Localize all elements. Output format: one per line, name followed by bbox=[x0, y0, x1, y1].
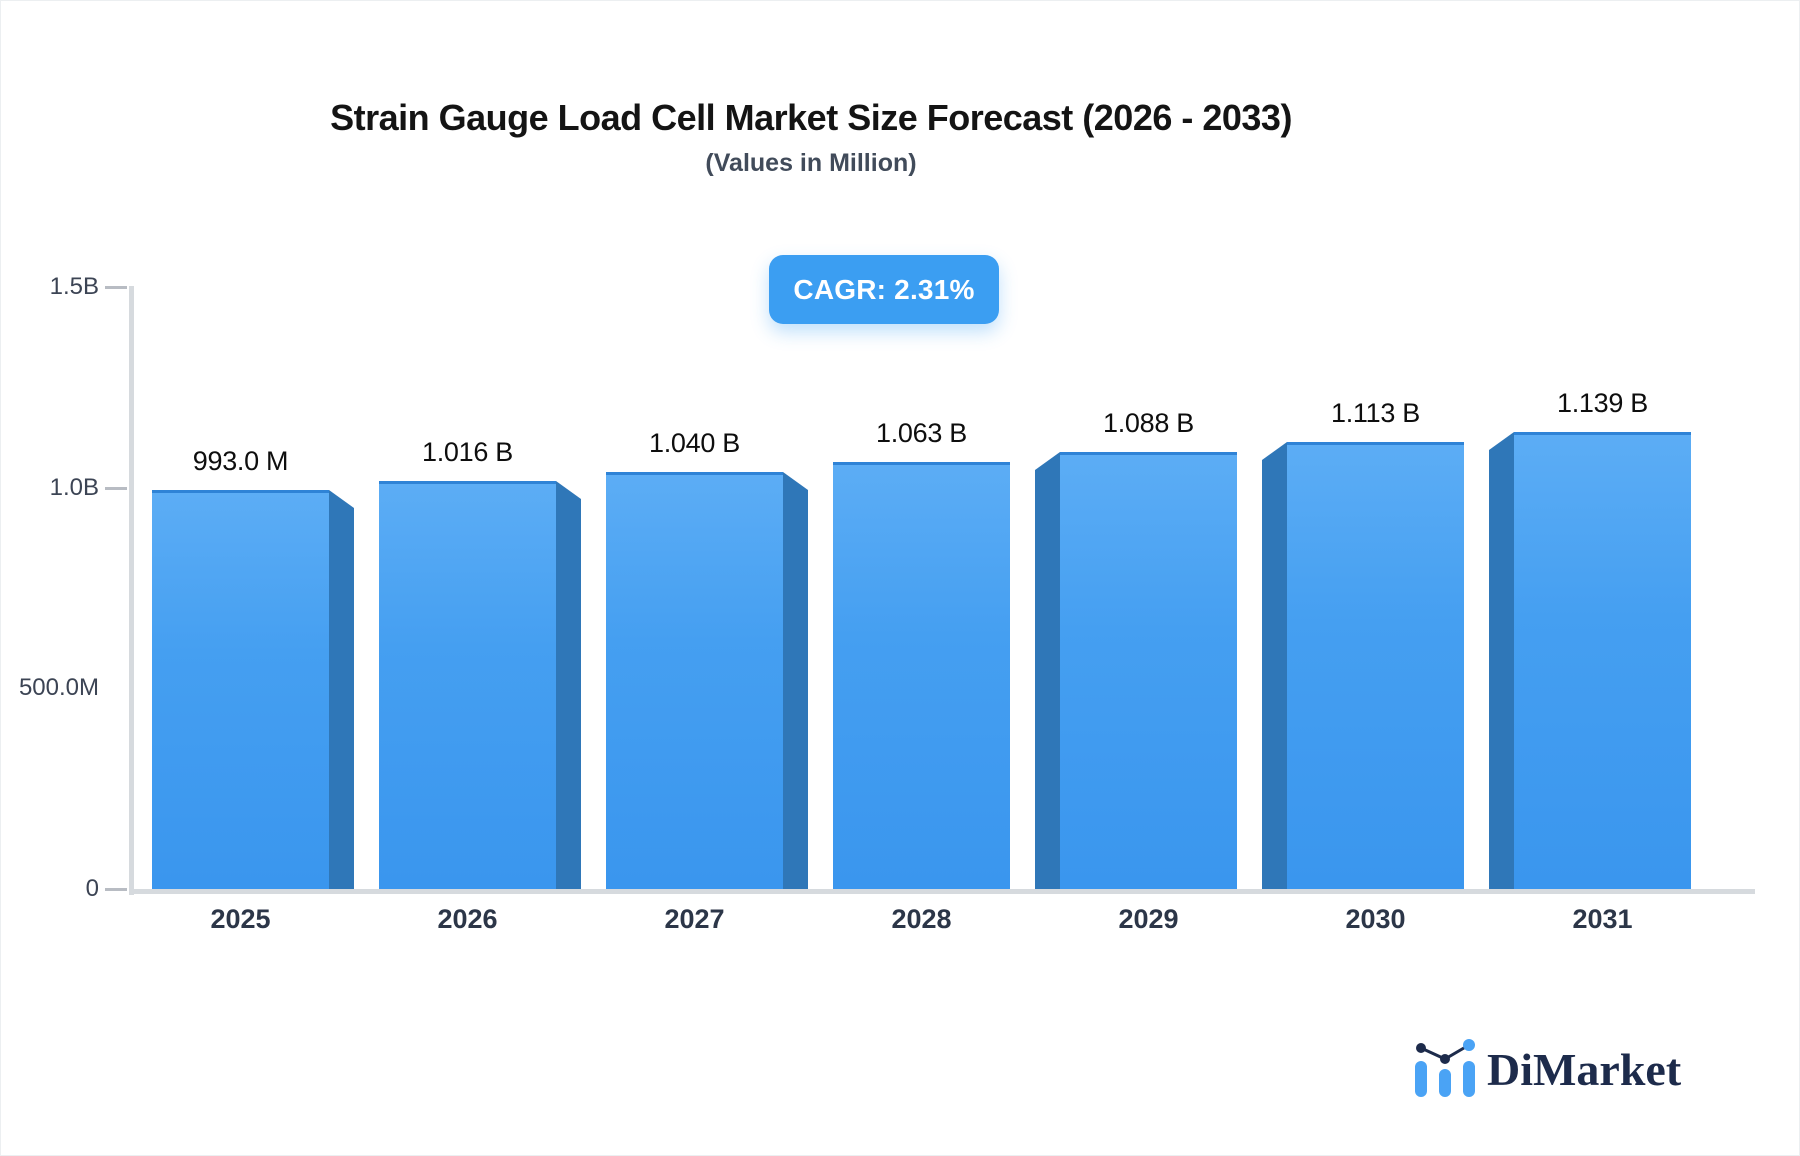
x-axis-year-label: 2029 bbox=[1118, 904, 1179, 934]
bar-3d-side bbox=[556, 481, 581, 889]
bar-2029 bbox=[1060, 452, 1237, 889]
brand-logo: DiMarket bbox=[1413, 1037, 1681, 1101]
bar-line-chart-logo-icon bbox=[1415, 1039, 1475, 1097]
bar-2026 bbox=[379, 481, 556, 889]
x-axis-year-label: 2028 bbox=[891, 904, 952, 934]
y-axis-tick-label: 500.0M bbox=[18, 674, 99, 702]
bar-value-label: 1.063 B bbox=[876, 418, 967, 448]
y-axis-tick-label: 0 bbox=[85, 875, 99, 902]
brand-name: DiMarket bbox=[1487, 1043, 1682, 1095]
bar-value-label: 993.0 M bbox=[192, 446, 289, 476]
x-axis-year-label: 2030 bbox=[1345, 904, 1406, 934]
y-axis-tick-label: 1.0B bbox=[49, 473, 99, 501]
bar-value-label: 1.139 B bbox=[1557, 388, 1648, 418]
bar-3d-side bbox=[1262, 442, 1287, 889]
bar-value-label: 1.016 B bbox=[422, 437, 513, 467]
bar-2030 bbox=[1287, 442, 1464, 889]
y-axis-tick-label: 1.5B bbox=[49, 273, 99, 300]
bar-value-label: 1.113 B bbox=[1331, 398, 1420, 428]
bar-3d-side bbox=[1035, 452, 1060, 889]
y-axis-tick-mark bbox=[105, 888, 127, 891]
x-axis-year-label: 2027 bbox=[664, 904, 725, 934]
bar-2031 bbox=[1514, 432, 1691, 889]
y-axis-tick-mark bbox=[105, 486, 127, 490]
bar-2025 bbox=[152, 490, 329, 889]
bar-3d-side bbox=[329, 490, 354, 889]
x-axis-year-label: 2026 bbox=[437, 904, 498, 934]
bar-3d-side bbox=[1489, 432, 1514, 889]
chart-title: Strain Gauge Load Cell Market Size Forec… bbox=[330, 97, 1292, 138]
y-axis-line bbox=[129, 286, 134, 895]
bar-value-label: 1.088 B bbox=[1103, 408, 1194, 438]
bar-2028 bbox=[833, 462, 1010, 889]
x-axis-year-label: 2031 bbox=[1572, 904, 1633, 934]
cagr-badge: CAGR: 2.31% bbox=[769, 255, 999, 324]
x-axis-year-label: 2025 bbox=[210, 904, 271, 934]
bar-value-label: 1.040 B bbox=[649, 428, 740, 458]
bar-2027 bbox=[606, 472, 783, 889]
chart-subtitle: (Values in Million) bbox=[705, 149, 917, 177]
x-axis-baseline bbox=[129, 889, 1755, 894]
bar-3d-side bbox=[783, 472, 808, 889]
y-axis-tick-mark bbox=[105, 286, 127, 289]
